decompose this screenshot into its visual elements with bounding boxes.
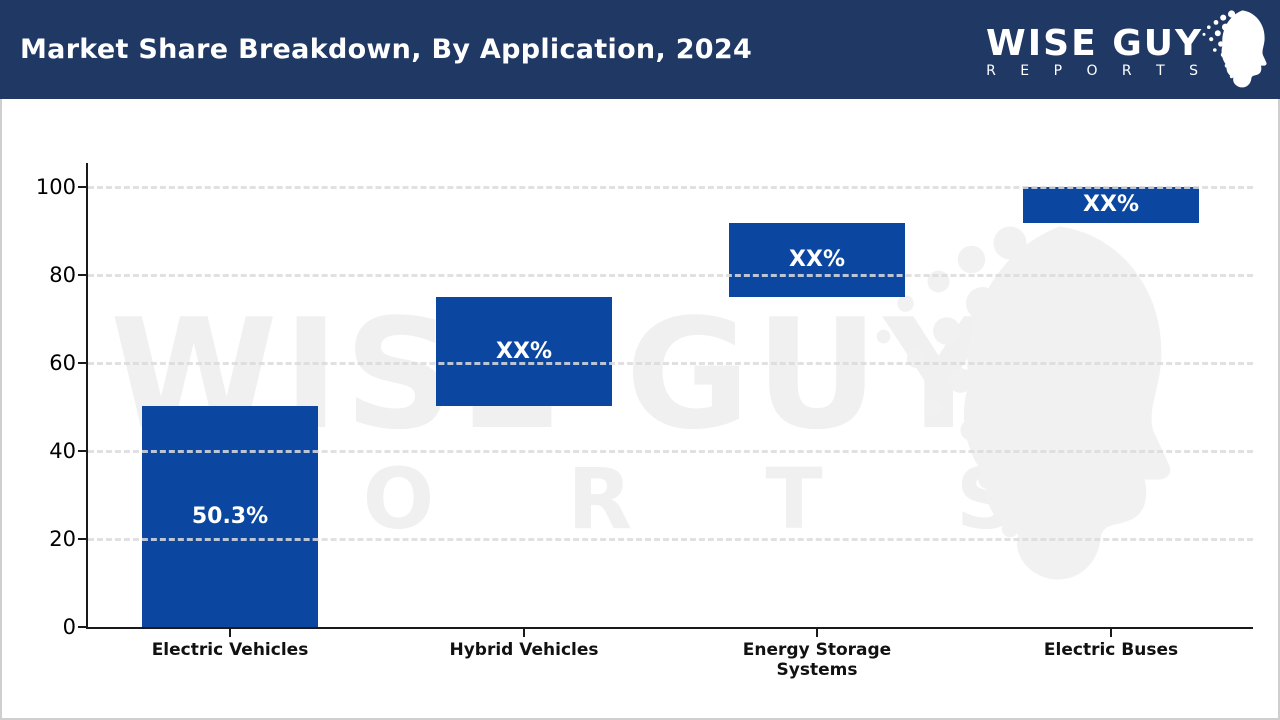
logo-subtitle: R E P O R T S [986, 63, 1208, 80]
x-category-label-electric-vehicles: Electric Vehicles [151, 640, 309, 660]
y-tick-label-40: 40 [49, 439, 76, 463]
bar-value-label-energy-storage-systems: XX% [789, 247, 845, 273]
y-tick-mark-100 [78, 186, 88, 188]
x-tick-mark-hybrid-vehicles [523, 629, 525, 637]
x-category-label-electric-buses: Electric Buses [1043, 640, 1179, 660]
x-axis-line [86, 627, 1253, 629]
gridline-60 [88, 362, 1253, 365]
header-bar: Market Share Breakdown, By Application, … [0, 0, 1280, 99]
bar-electric-vehicles: 50.3% [142, 405, 318, 627]
bar-energy-storage-systems: XX% [729, 222, 905, 297]
y-tick-mark-40 [78, 450, 88, 452]
logo-face-icon [1196, 8, 1272, 92]
wise-guy-logo: WISE GUY R E P O R T S [981, 6, 1272, 94]
watermark-face-icon [856, 212, 1186, 604]
y-tick-mark-20 [78, 538, 88, 540]
y-tick-label-0: 0 [62, 615, 76, 639]
bar-value-label-electric-vehicles: 50.3% [191, 503, 269, 529]
gridline-40 [88, 450, 1253, 453]
y-tick-label-60: 60 [49, 351, 76, 375]
x-tick-mark-electric-vehicles [229, 629, 231, 637]
bar-electric-buses: XX% [1023, 187, 1199, 223]
x-category-label-energy-storage-systems: Energy Storage Systems [742, 640, 892, 681]
bar-hybrid-vehicles: XX% [436, 297, 612, 406]
y-tick-mark-80 [78, 274, 88, 276]
bar-value-label-electric-buses: XX% [1083, 192, 1139, 218]
logo-text: WISE GUY R E P O R T S [981, 22, 1208, 80]
y-tick-label-80: 80 [49, 263, 76, 287]
y-tick-mark-0 [78, 626, 88, 628]
x-tick-mark-energy-storage-systems [816, 629, 818, 637]
logo-wordmark: WISE GUY [986, 22, 1204, 64]
bar-value-label-hybrid-vehicles: XX% [496, 338, 552, 364]
y-tick-mark-60 [78, 362, 88, 364]
gridline-20 [88, 538, 1253, 541]
y-tick-label-20: 20 [49, 527, 76, 551]
y-tick-label-100: 100 [35, 175, 76, 199]
gridline-80 [88, 274, 1253, 277]
chart-title: Market Share Breakdown, By Application, … [20, 34, 753, 65]
y-axis-line [86, 163, 88, 629]
x-category-label-hybrid-vehicles: Hybrid Vehicles [449, 640, 599, 660]
gridline-100 [88, 186, 1253, 189]
x-tick-mark-electric-buses [1110, 629, 1112, 637]
